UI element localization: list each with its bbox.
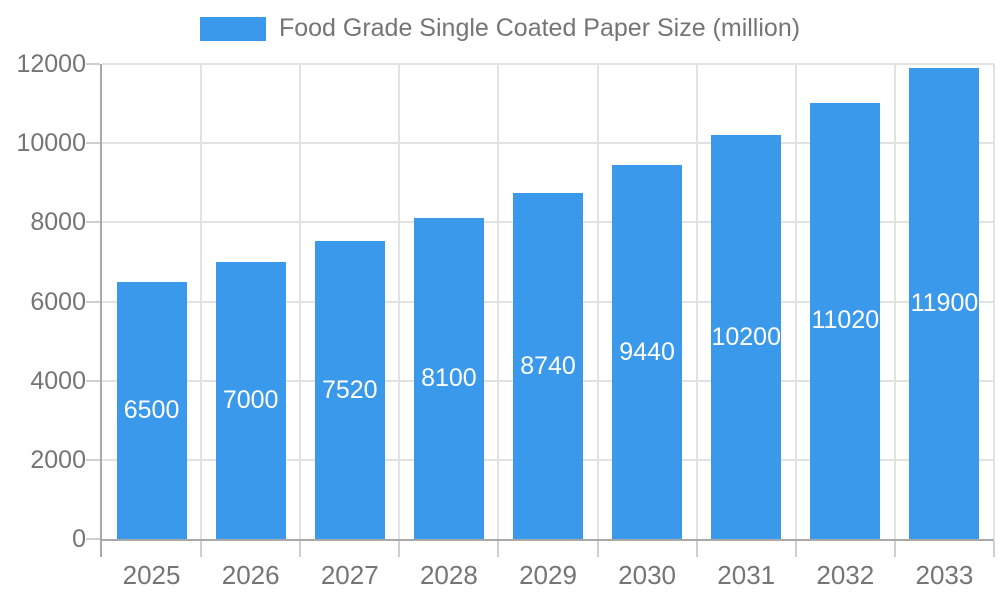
x-tick-label: 2025 xyxy=(122,560,181,590)
x-tick-mark xyxy=(200,541,203,557)
bar-value-label: 6500 xyxy=(123,395,180,424)
bar-value-label: 10200 xyxy=(711,322,781,351)
y-tick-label: 4000 xyxy=(30,366,86,395)
gridline-vertical xyxy=(596,64,599,539)
x-tick-mark xyxy=(794,541,797,557)
y-axis-line xyxy=(100,64,102,557)
y-tick-mark xyxy=(86,538,100,540)
x-tick-label: 2031 xyxy=(717,560,776,590)
bar[interactable]: 6500 xyxy=(116,281,187,539)
legend-label: Food Grade Single Coated Paper Size (mil… xyxy=(278,14,801,42)
x-tick-mark xyxy=(299,541,302,557)
x-tick-mark xyxy=(993,541,995,557)
gridline-vertical xyxy=(993,64,995,539)
gridline-vertical xyxy=(398,64,401,539)
bar-value-label: 7000 xyxy=(222,385,279,414)
x-tick-mark xyxy=(398,541,401,557)
y-tick-mark xyxy=(86,379,100,382)
gridline-vertical xyxy=(794,64,797,539)
x-tick-mark xyxy=(596,541,599,557)
bar[interactable]: 10200 xyxy=(711,135,782,539)
gridline-vertical xyxy=(497,64,500,539)
y-tick-label: 2000 xyxy=(30,445,86,474)
y-tick-label: 10000 xyxy=(16,129,86,158)
gridline-vertical xyxy=(299,64,302,539)
y-tick-mark xyxy=(86,63,100,65)
x-tick-label: 2028 xyxy=(419,560,478,590)
y-tick-label: 8000 xyxy=(30,208,86,237)
bar[interactable]: 11020 xyxy=(810,102,881,539)
x-tick-mark xyxy=(893,541,896,557)
gridline-vertical xyxy=(893,64,896,539)
y-tick-label: 6000 xyxy=(30,287,86,316)
y-tick-mark xyxy=(86,142,100,145)
legend-swatch xyxy=(199,16,266,41)
bar-value-label: 8100 xyxy=(421,364,477,393)
x-tick-label: 2026 xyxy=(221,560,280,590)
bar[interactable]: 7000 xyxy=(215,261,286,539)
x-tick-mark xyxy=(497,541,500,557)
bar-value-label: 9440 xyxy=(619,337,675,366)
x-tick-label: 2030 xyxy=(618,560,677,590)
plot-area: 6500 7000 7520 8100 8740 9440 10200 11020 11900 xyxy=(102,63,995,539)
bar[interactable]: 9440 xyxy=(612,165,683,539)
bar[interactable]: 8100 xyxy=(413,218,484,539)
x-tick-label: 2033 xyxy=(915,560,974,590)
gridline-vertical xyxy=(200,64,203,539)
gridline-horizontal xyxy=(102,63,994,65)
y-tick-label: 0 xyxy=(72,525,86,553)
x-tick-label: 2029 xyxy=(519,560,577,590)
bar[interactable]: 8740 xyxy=(513,193,583,539)
x-axis-line xyxy=(100,539,994,541)
bar-value-label: 8740 xyxy=(520,351,576,380)
x-tick-label: 2027 xyxy=(320,560,379,590)
gridline-horizontal xyxy=(102,142,994,145)
bar[interactable]: 11900 xyxy=(909,67,980,539)
bar-value-label: 7520 xyxy=(321,375,378,404)
bar[interactable]: 7520 xyxy=(314,241,385,539)
x-tick-label: 2032 xyxy=(816,560,875,590)
legend[interactable]: Food Grade Single Coated Paper Size (mil… xyxy=(0,14,1000,43)
bar-value-label: 11900 xyxy=(910,288,979,317)
y-tick-mark xyxy=(86,458,100,461)
x-tick-mark xyxy=(695,541,698,557)
y-tick-label: 12000 xyxy=(16,50,86,78)
y-tick-mark xyxy=(86,300,100,303)
y-tick-mark xyxy=(86,221,100,224)
gridline-vertical xyxy=(695,64,698,539)
bar-value-label: 11020 xyxy=(811,306,880,335)
